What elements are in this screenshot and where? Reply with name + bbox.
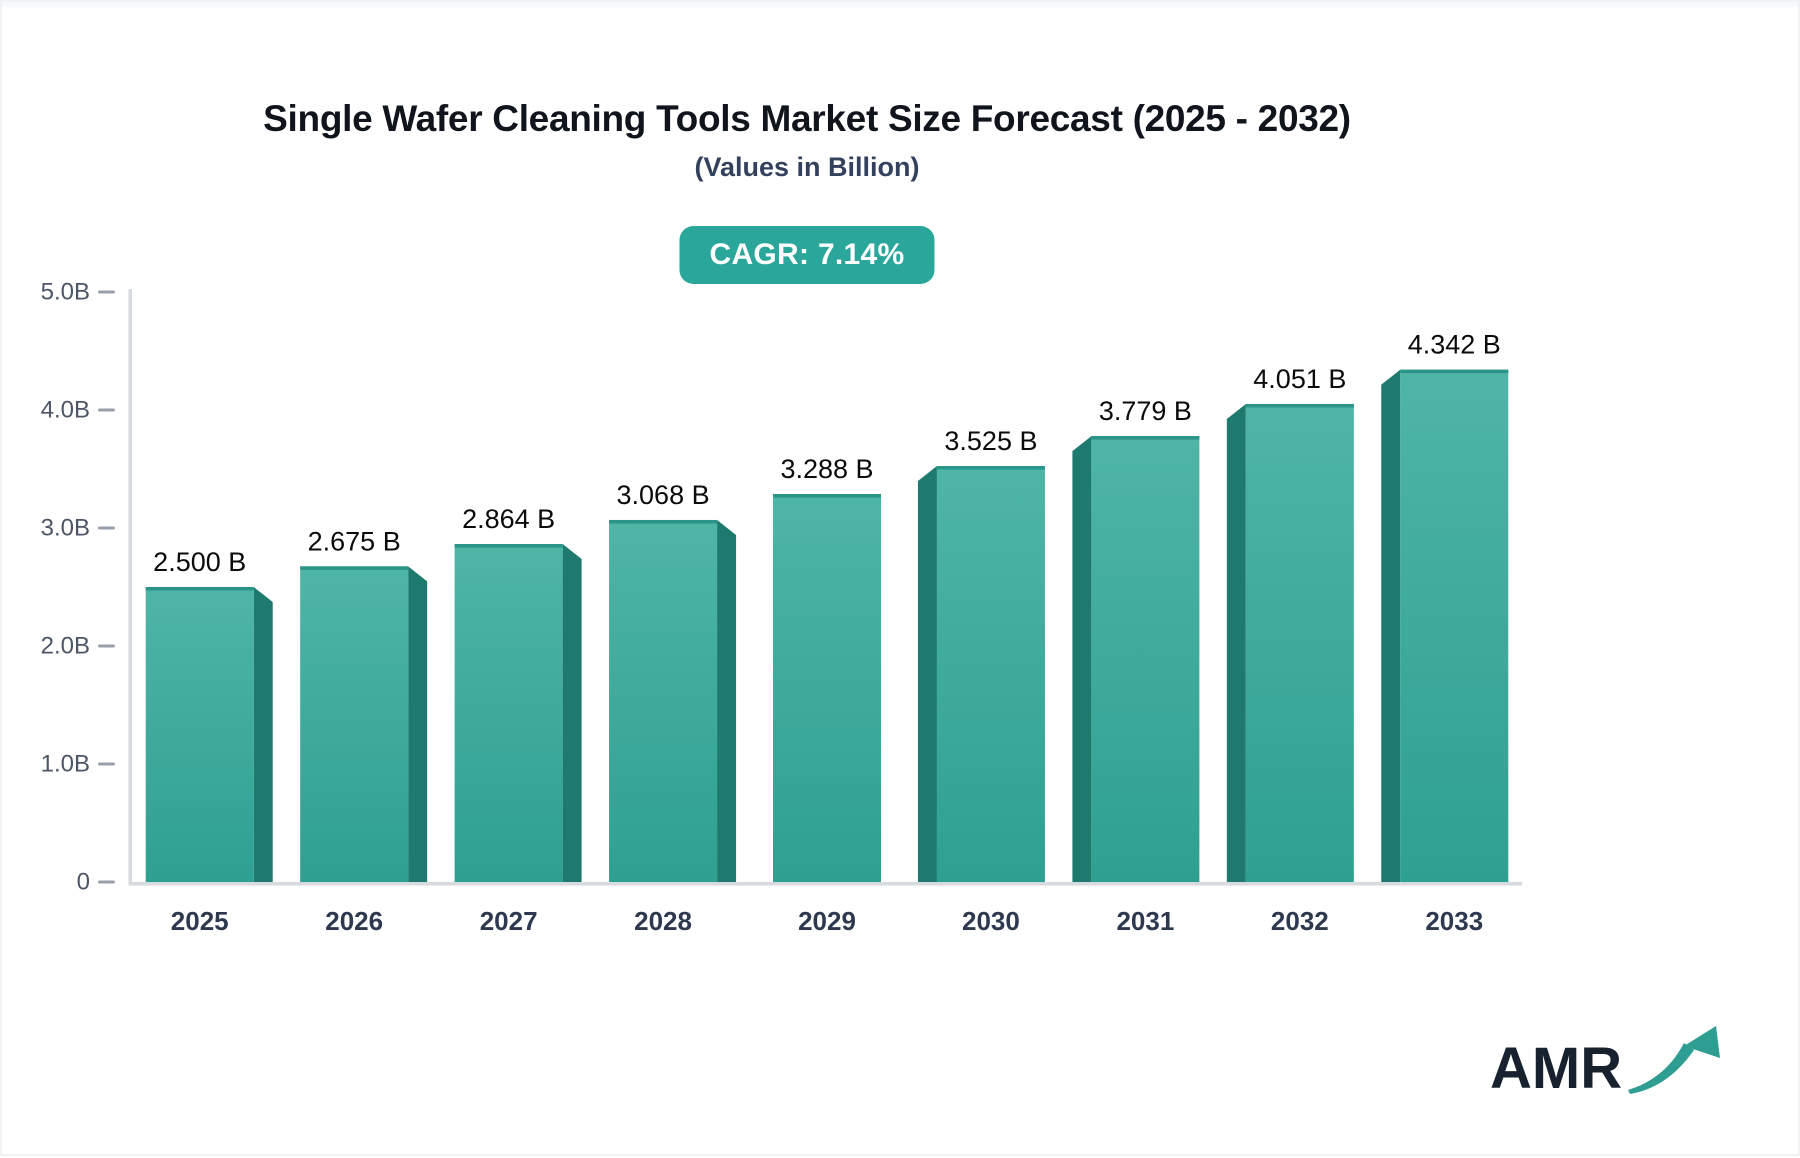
bar-2029[interactable] [773, 494, 881, 882]
chart-subtitle: (Values in Billion) [694, 152, 920, 182]
bar-2028[interactable] [609, 519, 718, 882]
amr-logo-text: AMR [1490, 1036, 1623, 1101]
y-axis-tick-label: 3.0B [41, 515, 90, 542]
y-axis-tick-mark [98, 762, 115, 766]
y-axis-tick-label: 2.0B [41, 633, 90, 660]
bar-side-face [1226, 403, 1246, 882]
chart-title: Single Wafer Cleaning Tools Market Size … [263, 98, 1351, 139]
y-axis-tick-mark [98, 526, 115, 530]
y-axis-tick-mark [98, 290, 115, 294]
bar-top-edge [609, 519, 718, 524]
bar-2030[interactable] [936, 466, 1045, 882]
x-axis-category-label: 2031 [1116, 906, 1174, 936]
bar-2031[interactable] [1091, 436, 1200, 882]
bar-2026[interactable] [300, 566, 409, 882]
bar-value-label: 4.342 B [1408, 330, 1501, 360]
x-axis-category-label: 2030 [962, 906, 1020, 936]
bar-2033[interactable] [1400, 369, 1509, 882]
x-axis-category-label: 2029 [798, 906, 856, 936]
bar-2032[interactable] [1245, 403, 1354, 882]
x-axis-category-label: 2025 [171, 906, 229, 936]
x-axis-category-label: 2033 [1425, 906, 1483, 936]
x-axis-category-label: 2032 [1271, 906, 1329, 936]
y-axis-tick-mark [98, 408, 115, 412]
bar-value-label: 3.779 B [1099, 396, 1192, 426]
bar-side-face [562, 544, 582, 882]
amr-logo: AMR [1490, 1016, 1720, 1106]
amr-logo-arrow-icon [1628, 1026, 1720, 1094]
bar-side-face [917, 466, 937, 882]
y-axis-tick-label: 4.0B [41, 397, 90, 424]
bar-value-label: 2.675 B [308, 526, 401, 556]
bar-value-label: 3.288 B [780, 454, 873, 484]
bar-side-face [1381, 369, 1401, 882]
bar-top-edge [454, 544, 563, 548]
bar-side-face [717, 519, 737, 882]
cagr-badge: CAGR: 7.14% [679, 226, 935, 284]
x-axis-category-label: 2027 [480, 906, 538, 936]
bar-top-edge [773, 494, 881, 498]
bar-top-edge [1091, 436, 1200, 440]
bar-value-label: 2.864 B [462, 504, 555, 534]
y-axis-line [128, 289, 132, 886]
y-axis-tick-label: 5.0B [41, 279, 90, 306]
x-axis-category-label: 2028 [634, 906, 692, 936]
bar-2025[interactable] [145, 587, 254, 882]
bar-top-edge [145, 587, 254, 591]
y-axis-tick-label: 1.0B [41, 751, 90, 778]
bar-side-face [1072, 436, 1092, 882]
bar-side-face [408, 566, 428, 882]
x-axis-category-label: 2026 [325, 906, 383, 936]
bar-value-label: 3.068 B [617, 480, 710, 510]
y-axis-tick-mark [98, 880, 115, 884]
bar-value-label: 4.051 B [1253, 364, 1346, 394]
bar-top-edge [1245, 403, 1354, 408]
y-axis-tick-mark [98, 644, 115, 648]
bar-top-edge [936, 466, 1045, 470]
bar-2027[interactable] [454, 544, 563, 882]
x-axis-line [128, 882, 1522, 886]
bar-top-edge [300, 566, 409, 570]
bar-value-label: 2.500 B [153, 547, 246, 577]
y-axis-tick-label: 0 [77, 869, 90, 896]
bar-side-face [253, 587, 273, 882]
top-border-strip [2, 2, 1798, 7]
bar-top-edge [1400, 369, 1509, 374]
bar-value-label: 3.525 B [944, 426, 1037, 456]
